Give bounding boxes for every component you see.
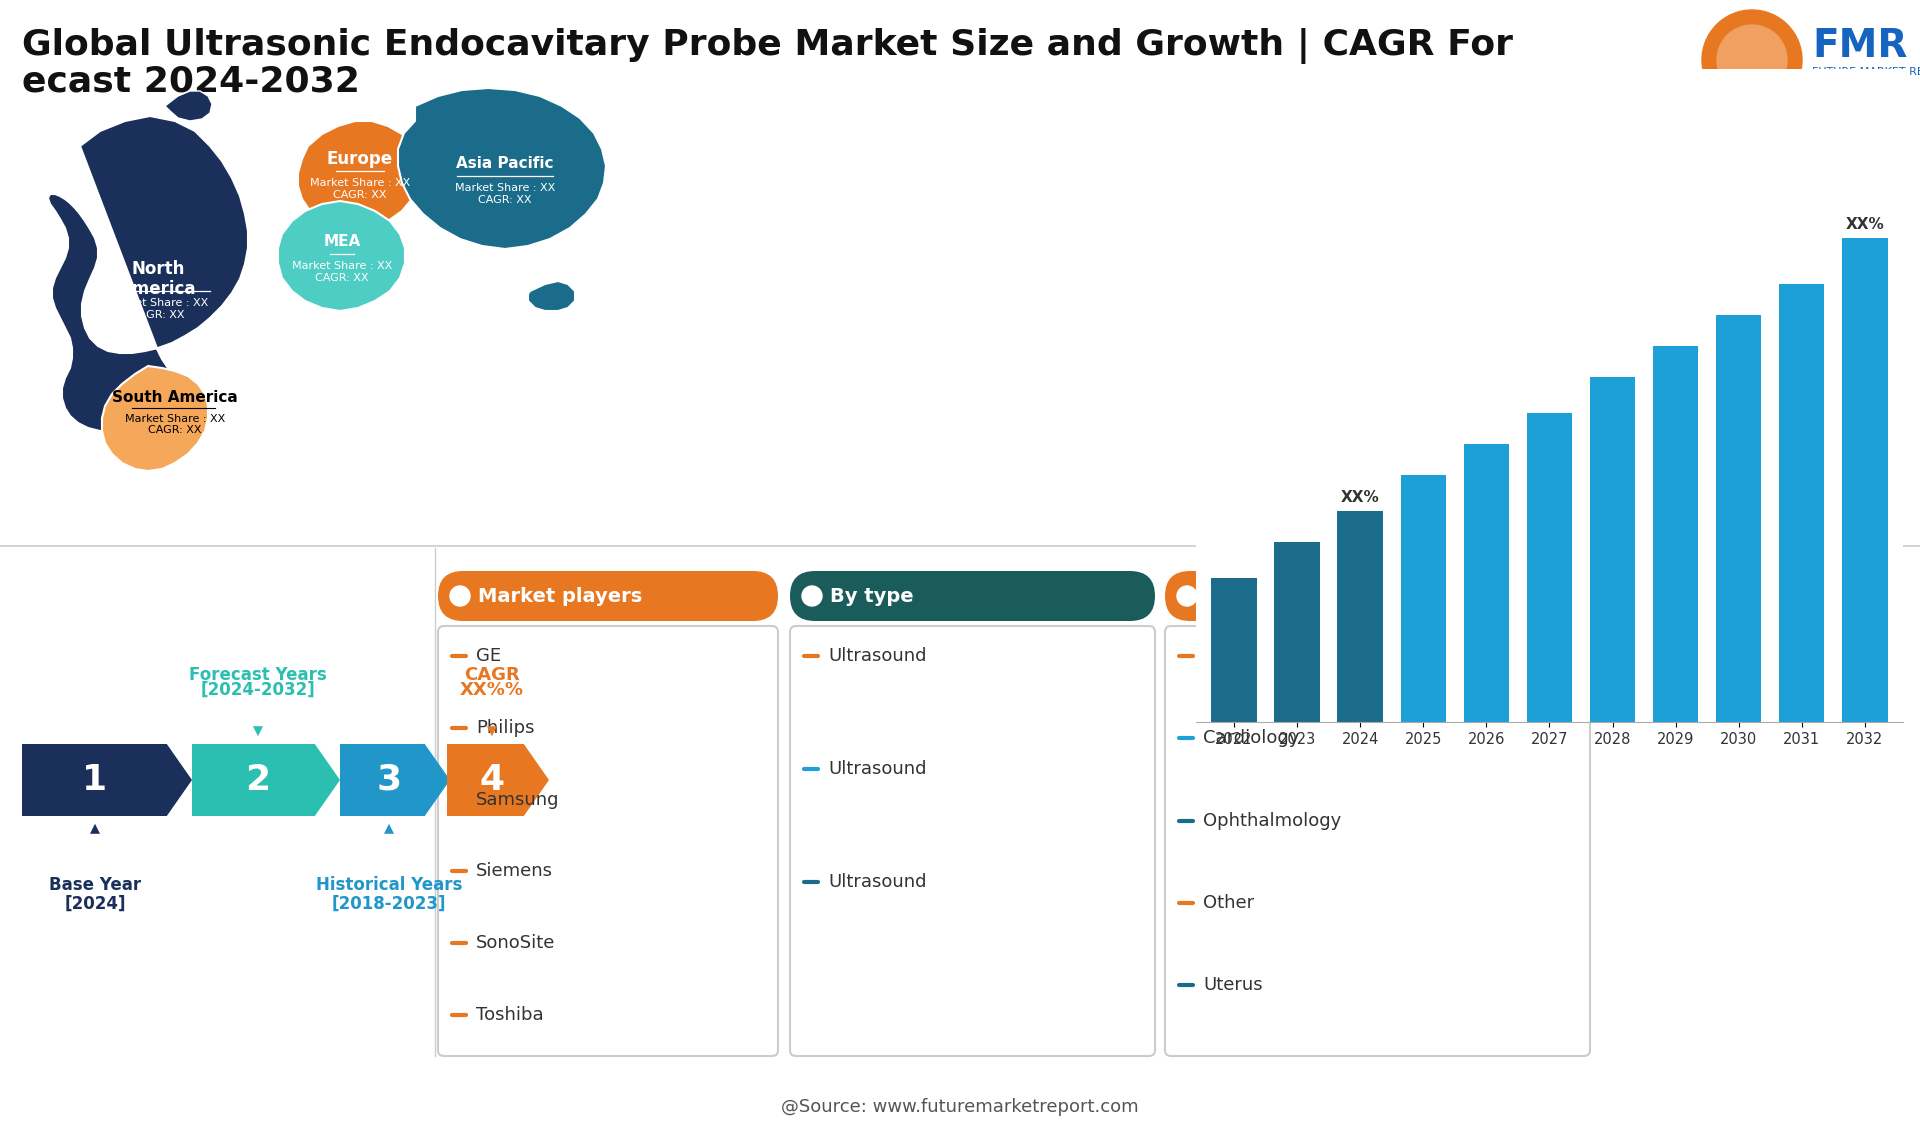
Text: Samsung: Samsung bbox=[476, 791, 559, 809]
Text: [2018-2023]: [2018-2023] bbox=[332, 895, 445, 913]
Text: By type: By type bbox=[829, 587, 914, 605]
Text: XX%: XX% bbox=[1340, 489, 1380, 504]
Text: FUTURE MARKET REPORT: FUTURE MARKET REPORT bbox=[1812, 66, 1920, 77]
Text: Forecast Years: Forecast Years bbox=[190, 666, 326, 684]
Text: SonoSite: SonoSite bbox=[476, 934, 555, 952]
Circle shape bbox=[1701, 10, 1803, 110]
Text: Ophthalmology: Ophthalmology bbox=[1204, 811, 1342, 830]
Bar bbox=[1526, 413, 1572, 722]
Text: Market Share : XX: Market Share : XX bbox=[309, 178, 411, 188]
Text: Ultrasound: Ultrasound bbox=[828, 647, 927, 665]
Bar bbox=[1716, 315, 1761, 722]
Polygon shape bbox=[165, 91, 211, 121]
Text: Market Share : XX: Market Share : XX bbox=[292, 261, 392, 270]
Text: CAGR: XX: CAGR: XX bbox=[478, 195, 532, 205]
Text: Market Size Growth In: Market Size Growth In bbox=[1200, 121, 1515, 146]
Text: XX%%: XX%% bbox=[461, 681, 524, 699]
FancyBboxPatch shape bbox=[789, 571, 1156, 621]
Text: Uterus: Uterus bbox=[1204, 976, 1263, 995]
Polygon shape bbox=[397, 88, 607, 249]
Text: Market players: Market players bbox=[478, 587, 643, 605]
Text: 3: 3 bbox=[376, 763, 401, 796]
Text: Siemens: Siemens bbox=[476, 863, 553, 880]
Bar bbox=[1780, 284, 1824, 722]
FancyBboxPatch shape bbox=[1165, 626, 1590, 1055]
Polygon shape bbox=[48, 116, 248, 431]
Circle shape bbox=[449, 586, 470, 606]
Text: Market Share : XX: Market Share : XX bbox=[125, 414, 225, 424]
Text: Other: Other bbox=[1204, 894, 1254, 912]
Text: Global Ultrasonic Endocavitary Probe Market Size and Growth | CAGR For: Global Ultrasonic Endocavitary Probe Mar… bbox=[21, 28, 1513, 64]
Text: South America: South America bbox=[111, 391, 238, 406]
Polygon shape bbox=[21, 744, 192, 816]
Bar bbox=[1463, 444, 1509, 722]
Text: Asia Pacific: Asia Pacific bbox=[457, 157, 553, 172]
Polygon shape bbox=[278, 201, 405, 311]
Text: Bln or Mln: Bln or Mln bbox=[1200, 151, 1344, 175]
Text: FMR: FMR bbox=[1812, 28, 1907, 65]
Text: Europe: Europe bbox=[326, 150, 394, 168]
Text: CAGR: XX: CAGR: XX bbox=[148, 425, 202, 435]
Text: [2024-2032]: [2024-2032] bbox=[200, 681, 315, 699]
Text: Ultrasonic Endocavitary Probe: Ultrasonic Endocavitary Probe bbox=[1200, 91, 1628, 115]
Polygon shape bbox=[298, 121, 420, 231]
Bar bbox=[1653, 346, 1699, 722]
Text: 4: 4 bbox=[480, 763, 505, 796]
Text: MEA: MEA bbox=[323, 235, 361, 250]
Text: Cardiology: Cardiology bbox=[1204, 729, 1300, 747]
FancyBboxPatch shape bbox=[438, 571, 778, 621]
Text: @Source: www.futuremarketreport.com: @Source: www.futuremarketreport.com bbox=[781, 1098, 1139, 1116]
Polygon shape bbox=[192, 744, 340, 816]
Circle shape bbox=[803, 586, 822, 606]
Polygon shape bbox=[528, 281, 574, 311]
Text: CAGR: XX: CAGR: XX bbox=[334, 190, 386, 201]
Circle shape bbox=[1716, 25, 1788, 95]
Text: 2: 2 bbox=[246, 763, 271, 796]
FancyBboxPatch shape bbox=[789, 626, 1156, 1055]
Bar bbox=[1338, 511, 1382, 722]
Polygon shape bbox=[102, 366, 207, 471]
Text: Philips: Philips bbox=[476, 719, 534, 737]
Text: Toshiba: Toshiba bbox=[476, 1006, 543, 1025]
Text: CAGR: XX: CAGR: XX bbox=[315, 273, 369, 283]
Text: CAGR: XX: CAGR: XX bbox=[131, 311, 184, 320]
FancyBboxPatch shape bbox=[438, 626, 778, 1055]
Circle shape bbox=[1177, 586, 1196, 606]
Bar bbox=[1400, 474, 1446, 722]
Text: CAGR: CAGR bbox=[465, 666, 520, 684]
Text: Base Year: Base Year bbox=[48, 876, 140, 894]
Text: XX%: XX% bbox=[1845, 217, 1884, 231]
Text: GE: GE bbox=[476, 647, 501, 665]
Text: ecast 2024-2032: ecast 2024-2032 bbox=[21, 64, 359, 99]
Text: Abdomen: Abdomen bbox=[1204, 647, 1288, 665]
FancyBboxPatch shape bbox=[1165, 571, 1590, 621]
Text: [2024]: [2024] bbox=[63, 895, 125, 913]
Text: Historical Years: Historical Years bbox=[315, 876, 463, 894]
Text: Ultrasound: Ultrasound bbox=[828, 760, 927, 778]
Text: 1: 1 bbox=[83, 763, 108, 796]
Text: Market Share : XX: Market Share : XX bbox=[455, 183, 555, 193]
Text: By application: By application bbox=[1206, 587, 1361, 605]
Polygon shape bbox=[447, 744, 549, 816]
Bar bbox=[1841, 238, 1887, 722]
Text: North
America: North America bbox=[119, 260, 196, 298]
Text: Ultrasound: Ultrasound bbox=[828, 873, 927, 890]
Bar bbox=[1275, 542, 1319, 722]
Bar bbox=[1590, 377, 1636, 722]
Text: Market Share : XX: Market Share : XX bbox=[108, 298, 207, 308]
Bar bbox=[1212, 578, 1258, 722]
Polygon shape bbox=[340, 744, 449, 816]
